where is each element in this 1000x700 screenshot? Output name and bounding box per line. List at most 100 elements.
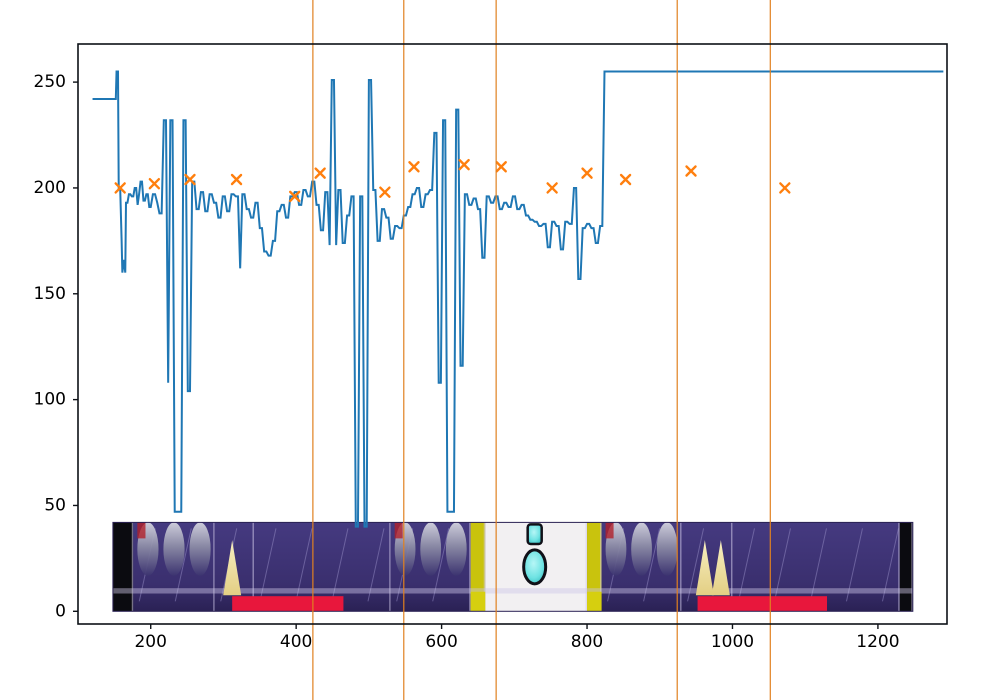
x-tick-label: 1200 <box>856 632 899 652</box>
y-tick-label: 0 <box>55 601 66 621</box>
peak-marker <box>546 182 558 194</box>
x-marker-icon <box>230 173 243 186</box>
frame-divider <box>730 522 733 612</box>
x-tick-label: 200 <box>134 632 166 652</box>
x-marker-icon <box>314 167 326 179</box>
filmstrip-segment-yellow-block <box>587 522 602 612</box>
traffic-cone <box>223 540 242 596</box>
road-lane-line <box>331 528 349 602</box>
vline-group <box>312 44 771 700</box>
y-tick-label: 100 <box>34 390 66 410</box>
frame-divider <box>131 522 134 612</box>
horizon-line <box>112 588 913 594</box>
x-marker-icon <box>546 182 558 194</box>
traffic-cone <box>695 540 714 596</box>
road-lane-line <box>643 528 661 602</box>
frame-divider <box>911 522 913 612</box>
road-lane-line <box>845 528 863 602</box>
frame-divider <box>213 522 215 612</box>
frame-divider <box>680 522 682 612</box>
filmstrip-segment-black-band <box>112 522 134 612</box>
x-marker-icon <box>379 186 391 198</box>
x-marker-icon <box>408 161 420 173</box>
peak-marker <box>184 173 196 186</box>
peak-marker <box>495 161 507 173</box>
wheel-blur <box>445 522 467 576</box>
x-marker-icon <box>495 161 507 173</box>
road-lane-line <box>737 528 755 602</box>
road-lane-line <box>174 528 192 602</box>
wheel-blur <box>656 522 678 576</box>
capsule-top <box>526 523 543 546</box>
capsule-body <box>522 548 548 586</box>
peak-marker <box>685 165 697 177</box>
road-lane-line <box>432 528 450 602</box>
wheel-blur <box>420 522 442 576</box>
red-accent <box>137 522 146 539</box>
x-marker-icon <box>779 182 791 194</box>
x-marker-icon <box>114 182 126 194</box>
peak-marker <box>619 173 632 186</box>
peak-marker <box>779 182 791 194</box>
peak-marker-group <box>114 158 791 203</box>
road-lane-line <box>295 528 313 602</box>
traffic-cone <box>711 540 730 596</box>
x-tick-label: 1000 <box>711 632 754 652</box>
y-tick-label: 200 <box>34 178 66 198</box>
frame-divider <box>585 522 588 612</box>
road-lane-line <box>773 528 791 602</box>
x-tick-label: 800 <box>571 632 603 652</box>
peak-marker <box>114 182 126 194</box>
road-lane-line <box>881 528 899 602</box>
peak-marker <box>230 173 243 186</box>
filmstrip-yellow-block <box>587 591 602 612</box>
x-tick-label: 400 <box>280 632 312 652</box>
peak-marker <box>148 178 161 190</box>
filmstrip-red-bar <box>232 596 344 612</box>
x-marker-icon <box>148 178 161 190</box>
frame-divider <box>483 522 486 612</box>
peak-marker <box>379 186 391 198</box>
frame-divider <box>898 522 900 612</box>
x-marker-icon <box>458 158 470 171</box>
x-marker-icon <box>184 173 196 186</box>
filmstrip-border <box>112 521 914 612</box>
peak-marker <box>314 167 326 179</box>
road-lane-line <box>809 528 827 602</box>
vline-group-upper <box>312 0 771 44</box>
road-lane-line <box>259 528 277 602</box>
y-tick-label: 250 <box>34 72 66 92</box>
road-lane-line <box>367 528 385 602</box>
filmstrip-segment-black-band <box>899 522 913 612</box>
x-marker-icon <box>619 173 632 186</box>
signal-line <box>92 70 944 528</box>
y-tick-label: 150 <box>34 284 66 304</box>
wheel-blur <box>189 522 211 576</box>
x-marker-icon <box>581 167 593 179</box>
wheel-blur <box>631 522 652 576</box>
filmstrip-segment-yellow-block <box>470 522 486 612</box>
red-accent <box>605 522 614 539</box>
frame-divider <box>600 522 602 612</box>
axes-frame <box>77 43 948 625</box>
filmstrip-yellow-block <box>470 591 486 612</box>
x-axis-ticks: 200 400 600 800 1000 1200 <box>134 624 900 652</box>
frame-divider <box>389 522 391 612</box>
plot-content <box>92 70 944 528</box>
road-lane-line <box>687 528 705 602</box>
red-accent <box>394 522 403 539</box>
peak-marker <box>408 161 420 173</box>
frame-divider <box>469 522 471 612</box>
x-marker-icon <box>685 165 697 177</box>
x-marker-icon <box>289 190 301 203</box>
y-axis-ticks: 0 50 100 150 200 250 <box>34 72 78 621</box>
y-tick-label: 50 <box>44 495 66 515</box>
peak-marker <box>581 167 593 179</box>
frame-divider <box>252 522 254 612</box>
peak-marker <box>458 158 470 171</box>
x-tick-label: 600 <box>425 632 457 652</box>
peak-marker <box>289 190 301 203</box>
video-frame-strip <box>112 521 914 612</box>
